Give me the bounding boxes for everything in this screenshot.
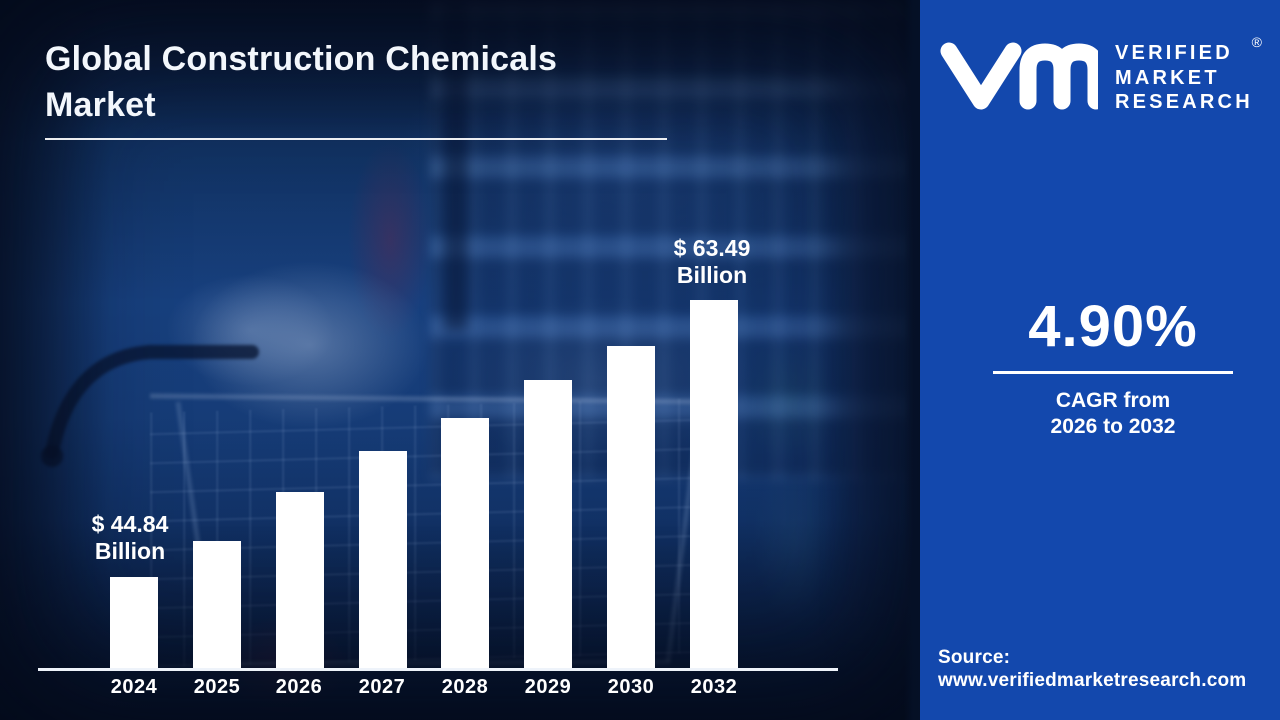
value-unit: Billion — [676, 262, 748, 288]
chart-bar-2030 — [607, 346, 655, 670]
vmr-monogram-icon — [940, 42, 1098, 110]
brand-name-line: VERIFIED — [1115, 42, 1233, 64]
chart-bar-2028 — [441, 418, 489, 670]
value-label-2024: $ 44.84 Billion — [55, 511, 205, 565]
brand-name-line: MARKET — [1115, 66, 1220, 89]
cagr-caption-line: 2026 to 2032 — [1050, 414, 1176, 438]
cagr-caption-line: CAGR from — [1055, 388, 1171, 412]
value-amount: $ 63.49 — [673, 235, 751, 261]
panel-separator — [904, 0, 920, 720]
registered-trademark-icon: ® — [1251, 34, 1262, 50]
x-tick-label-2028: 2028 — [441, 676, 489, 698]
chart-bar-2026 — [276, 492, 324, 670]
brand-name-line: RESEARCH — [1115, 91, 1253, 113]
value-label-2032: $ 63.49 Billion — [637, 235, 787, 289]
chart-bar-2024 — [110, 577, 158, 670]
chart-bar-2025 — [193, 541, 241, 670]
value-unit: Billion — [94, 538, 166, 564]
chart-bar-2027 — [359, 451, 407, 670]
cagr-caption: CAGR from 2026 to 2032 — [933, 388, 1280, 440]
brand-logo: VERIFIED MARKET RESEARCH ® — [940, 34, 1270, 116]
page-title: Global Construction Chemicals Market — [45, 40, 558, 124]
brand-panel: VERIFIED MARKET RESEARCH ® 4.90% CAGR fr… — [920, 0, 1280, 720]
cagr-value: 4.90% — [1028, 294, 1198, 359]
value-amount: $ 44.84 — [91, 511, 169, 537]
x-tick-label-2030: 2030 — [607, 676, 655, 698]
title-underline — [45, 138, 667, 140]
chart-bar-2029 — [524, 380, 572, 670]
x-tick-label-2029: 2029 — [524, 676, 572, 698]
header: Global Construction Chemicals Market — [45, 36, 667, 140]
x-axis-line — [38, 668, 838, 671]
cagr-block: 4.90% CAGR from 2026 to 2032 — [933, 296, 1280, 440]
cagr-underline — [993, 371, 1233, 374]
source-label: Source: — [938, 647, 1011, 668]
source-url: www.verifiedmarketresearch.com — [938, 670, 1247, 691]
x-tick-label-2027: 2027 — [358, 676, 406, 698]
x-tick-label-2032: 2032 — [690, 676, 738, 698]
x-tick-label-2025: 2025 — [193, 676, 241, 698]
x-tick-label-2026: 2026 — [275, 676, 323, 698]
brand-name: VERIFIED MARKET RESEARCH — [1115, 41, 1253, 115]
x-tick-label-2024: 2024 — [110, 676, 158, 698]
chart-bar-2032 — [690, 300, 738, 670]
bar-chart: 2024 2025 2026 2027 2028 2029 2030 2032 $ 44.84… — [38, 235, 838, 698]
source-block: Source: www.verifiedmarketresearch.com — [938, 646, 1246, 692]
